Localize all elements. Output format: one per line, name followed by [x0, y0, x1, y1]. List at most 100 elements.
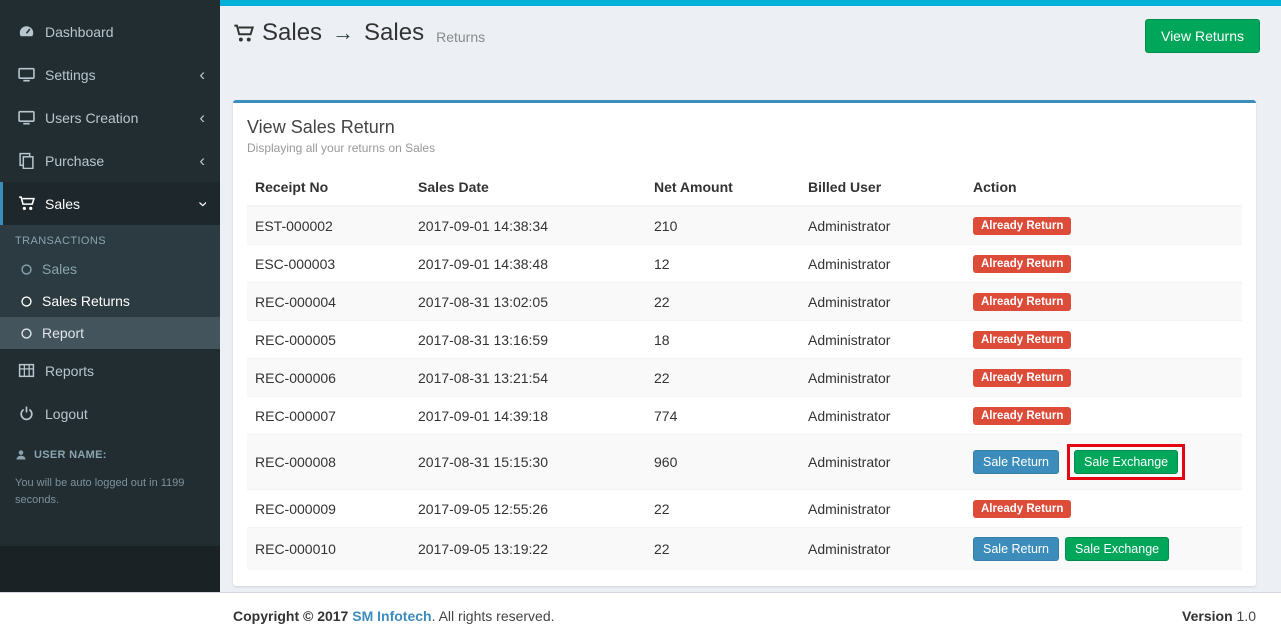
- monitor-icon: [18, 66, 35, 83]
- sidebar-item-reports[interactable]: Reports: [0, 349, 220, 392]
- sidebar-subitem-sales[interactable]: Sales: [0, 253, 220, 285]
- table-header-row: Receipt No Sales Date Net Amount Billed …: [247, 169, 1242, 207]
- receipt-no-cell: REC-000008: [247, 434, 410, 490]
- receipt-no-cell: EST-000002: [247, 205, 410, 245]
- sidebar-subitem-label: Sales: [42, 261, 78, 277]
- billed-user-cell: Administrator: [800, 489, 965, 528]
- version-label: Version: [1182, 608, 1233, 624]
- sidebar-item-users-creation[interactable]: Users Creation ‹: [0, 96, 220, 139]
- view-returns-button[interactable]: View Returns: [1144, 19, 1260, 53]
- action-cell: Already Return: [965, 244, 1242, 283]
- table-row: ESC-000003 2017-09-01 14:38:48 12 Administr…: [247, 244, 1242, 283]
- receipt-no-cell: REC-000010: [247, 527, 410, 570]
- panel-subtitle: Displaying all your returns on Sales: [247, 141, 436, 155]
- sales-date-cell: 2017-08-31 15:15:30: [410, 434, 646, 490]
- sidebar: Dashboard Settings ‹ Users Creation ‹: [0, 0, 220, 592]
- already-return-badge: Already Return: [973, 407, 1072, 425]
- column-header-billed-user: Billed User: [800, 169, 965, 207]
- sales-date-cell: 2017-09-05 13:19:22: [410, 527, 646, 570]
- sales-date-cell: 2017-09-01 14:39:18: [410, 396, 646, 435]
- sale-exchange-button[interactable]: Sale Exchange: [1065, 537, 1170, 561]
- circle-icon: [20, 327, 33, 340]
- action-cell: Already Return: [965, 282, 1242, 321]
- billed-user-cell: Administrator: [800, 358, 965, 397]
- net-amount-cell: 22: [646, 282, 800, 321]
- billed-user-cell: Administrator: [800, 320, 965, 359]
- billed-user-cell: Administrator: [800, 244, 965, 283]
- chevron-left-icon: ‹: [199, 150, 205, 170]
- sidebar-subitem-label: Sales Returns: [42, 293, 130, 309]
- breadcrumb-returns-sub: Returns: [436, 28, 486, 45]
- action-cell: Sale Return Sale Exchange: [965, 434, 1242, 490]
- sale-return-button[interactable]: Sale Return: [973, 450, 1060, 474]
- sidebar-item-settings[interactable]: Settings ‹: [0, 53, 220, 96]
- table-row: REC-000007 2017-09-01 14:39:18 774 Administ…: [247, 396, 1242, 435]
- chevron-down-icon: ‹: [192, 200, 212, 207]
- already-return-badge: Already Return: [973, 217, 1072, 235]
- company-link[interactable]: SM Infotech: [352, 608, 432, 624]
- sales-date-cell: 2017-09-01 14:38:34: [410, 205, 646, 245]
- net-amount-cell: 960: [646, 434, 800, 490]
- billed-user-cell: Administrator: [800, 434, 965, 490]
- sales-date-cell: 2017-08-31 13:02:05: [410, 282, 646, 321]
- dashboard-icon: [18, 23, 35, 40]
- table-row: REC-000008 2017-08-31 15:15:30 960 Administ…: [247, 434, 1242, 490]
- sidebar-item-dashboard[interactable]: Dashboard: [0, 10, 220, 53]
- column-header-sales-date: Sales Date: [410, 169, 646, 207]
- copyright-rest: . All rights reserved.: [431, 608, 555, 624]
- action-cell: Already Return: [965, 320, 1242, 359]
- action-cell: Sale Return Sale Exchange: [965, 527, 1242, 570]
- sale-exchange-button[interactable]: Sale Exchange: [1074, 450, 1179, 474]
- column-header-receipt-no: Receipt No: [247, 169, 410, 207]
- red-annotation-box: Sale Exchange: [1067, 444, 1186, 480]
- sidebar-item-logout[interactable]: Logout: [0, 392, 220, 435]
- sidebar-subitem-label: Report: [42, 325, 85, 341]
- action-cell: Already Return: [965, 205, 1242, 245]
- sales-return-panel: View Sales Return Displaying all your re…: [233, 100, 1256, 586]
- sidebar-menu: Dashboard Settings ‹ Users Creation ‹: [0, 0, 220, 509]
- sales-date-cell: 2017-08-31 13:21:54: [410, 358, 646, 397]
- sidebar-item-purchase[interactable]: Purchase ‹: [0, 139, 220, 182]
- sale-return-button[interactable]: Sale Return: [973, 537, 1060, 561]
- billed-user-cell: Administrator: [800, 396, 965, 435]
- action-cell: Already Return: [965, 396, 1242, 435]
- action-cell: Already Return: [965, 489, 1242, 528]
- version-text: Version 1.0: [1182, 608, 1256, 624]
- receipt-no-cell: REC-000009: [247, 489, 410, 528]
- auto-logout-notice: You will be auto logged out in 1199 seco…: [15, 477, 185, 507]
- sidebar-item-label: Dashboard: [45, 23, 114, 40]
- billed-user-cell: Administrator: [800, 282, 965, 321]
- copyright-text: Copyright © 2017: [233, 608, 349, 624]
- arrow-right-icon: →: [332, 20, 355, 45]
- sidebar-item-sales[interactable]: Sales ‹: [0, 182, 220, 225]
- submenu-section-header: TRANSACTIONS: [15, 235, 106, 247]
- table-row: REC-000010 2017-09-05 13:19:22 22 Administr…: [247, 527, 1242, 570]
- net-amount-cell: 22: [646, 527, 800, 570]
- receipt-no-cell: REC-000004: [247, 282, 410, 321]
- user-name-label: USER NAME:: [34, 449, 107, 461]
- power-icon: [18, 405, 35, 422]
- receipt-no-cell: ESC-000003: [247, 244, 410, 283]
- sidebar-subitem-sales-returns[interactable]: Sales Returns: [0, 285, 220, 317]
- billed-user-cell: Administrator: [800, 527, 965, 570]
- billed-user-cell: Administrator: [800, 205, 965, 245]
- table-row: REC-000005 2017-08-31 13:16:59 18 Administr…: [247, 320, 1242, 359]
- circle-icon: [20, 263, 33, 276]
- table-row: REC-000004 2017-08-31 13:02:05 22 Administr…: [247, 282, 1242, 321]
- sales-return-table-body: EST-000002 2017-09-01 14:38:34 210 Administ…: [247, 205, 1242, 570]
- sidebar-subitem-report[interactable]: Report: [0, 317, 220, 349]
- already-return-badge: Already Return: [973, 255, 1072, 273]
- cart-icon: [233, 23, 254, 44]
- already-return-badge: Already Return: [973, 500, 1072, 518]
- net-amount-cell: 22: [646, 489, 800, 528]
- receipt-no-cell: REC-000007: [247, 396, 410, 435]
- column-header-action: Action: [965, 169, 1242, 207]
- copy-icon: [18, 152, 35, 169]
- version-number: 1.0: [1236, 608, 1256, 624]
- sidebar-item-label: Reports: [45, 362, 95, 379]
- page-footer: Copyright © 2017 SM Infotech. All rights…: [0, 592, 1281, 639]
- sidebar-item-label: Purchase: [45, 152, 105, 169]
- net-amount-cell: 22: [646, 358, 800, 397]
- sales-date-cell: 2017-09-01 14:38:48: [410, 244, 646, 283]
- column-header-net-amount: Net Amount: [646, 169, 800, 207]
